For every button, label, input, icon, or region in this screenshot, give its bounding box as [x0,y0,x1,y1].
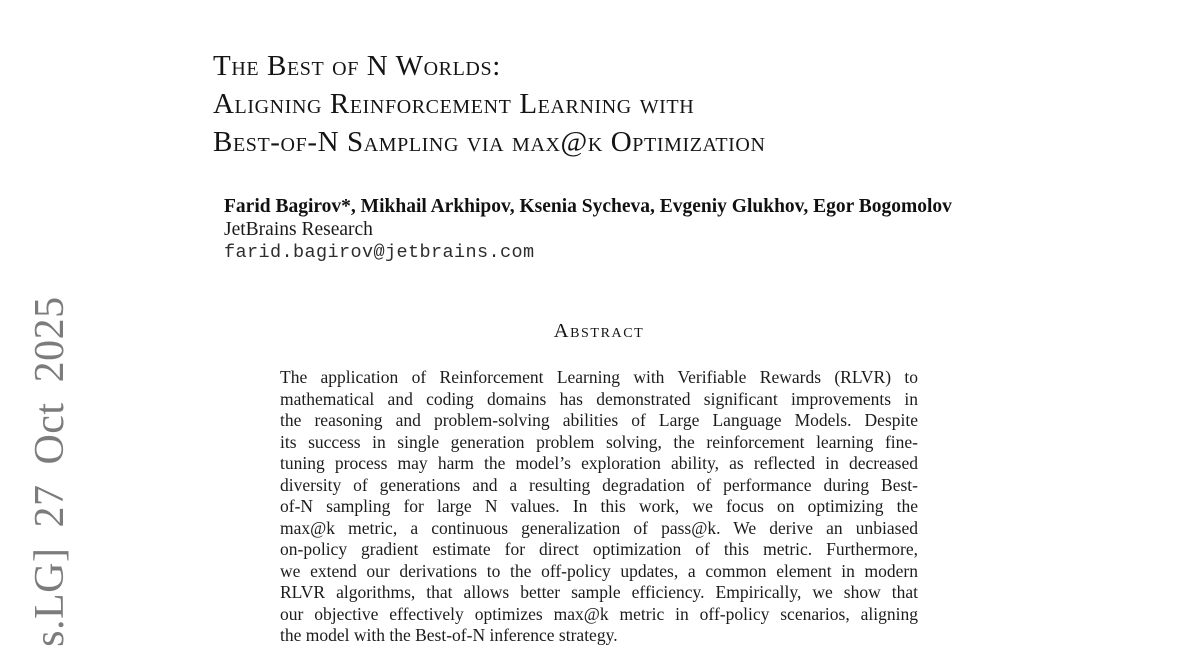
paper-title: The Best of N Worlds: Aligning Reinforce… [213,47,766,161]
title-line-3: Best-of-N Sampling via max@k Optimizatio… [213,126,766,158]
abstract-line: we extend our derivations to the off-pol… [280,560,918,581]
abstract-line: max@k metric, a continuous generalizatio… [280,517,918,538]
abstract-line: tuning process may harm the model’s expl… [280,453,918,473]
title-line-1: The Best of N Worlds: [213,50,501,82]
author-block: Farid Bagirov*, Mikhail Arkhipov, Ksenia… [224,196,952,264]
abstract-line: mathematical and coding domains has demo… [280,388,918,409]
author-names: Farid Bagirov*, Mikhail Arkhipov, Ksenia… [224,196,952,217]
abstract-line: on-policy gradient estimate for direct o… [280,539,918,559]
affiliation: JetBrains Research [224,219,373,240]
abstract-section: Abstract The application of Reinforcemen… [280,318,918,647]
abstract-line: the model with the Best-of-N inference s… [280,625,618,645]
abstract-text: The application of Reinforcement Learnin… [280,367,918,647]
abstract-heading: Abstract [553,320,645,342]
abstract-line: its success in single generation problem… [280,431,918,452]
abstract-line: diversity of generations and a resulting… [280,474,918,495]
author-email: farid.bagirov@jetbrains.com [224,242,535,263]
title-line-2: Aligning Reinforcement Learning with [213,88,695,120]
abstract-line: The application of Reinforcement Learnin… [280,367,918,387]
abstract-line: the reasoning and problem-solving abilit… [280,410,918,430]
arxiv-watermark: cs.LG] 27 Oct 2025 [27,296,73,648]
abstract-line: of-N sampling for large N values. In thi… [280,496,918,516]
abstract-line: our objective effectively optimizes max@… [280,603,918,624]
abstract-line: RLVR algorithms, that allows better samp… [280,582,918,602]
